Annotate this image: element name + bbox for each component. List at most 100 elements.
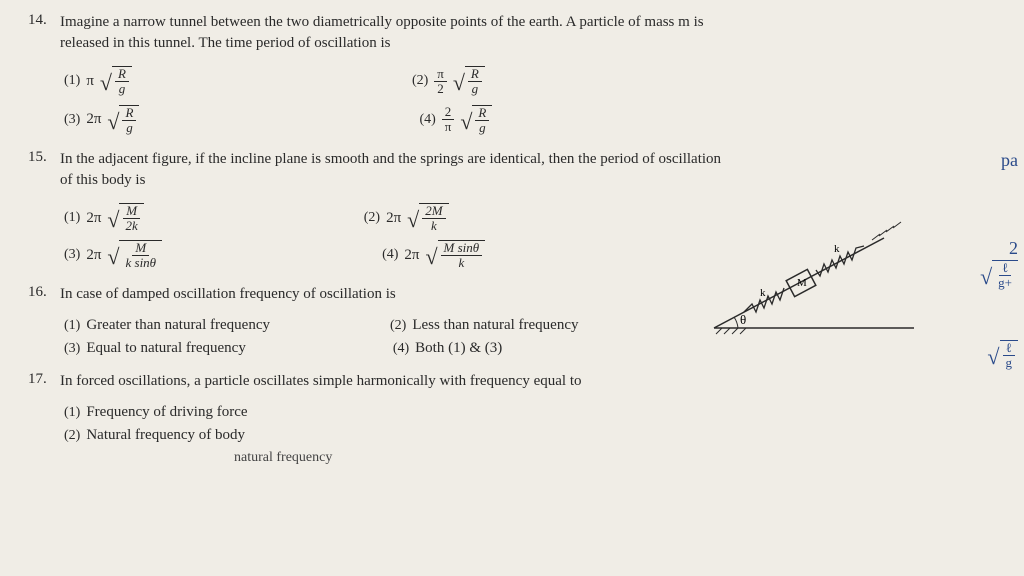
q15-o4-num: M sinθ bbox=[441, 241, 483, 256]
q17-o2-num: (2) bbox=[64, 428, 80, 444]
q14-opt1-num: (1) bbox=[64, 73, 80, 89]
margin-f2-den: g bbox=[1003, 356, 1016, 370]
q14-o4-num: R bbox=[475, 106, 489, 121]
diagram-theta-label: θ bbox=[740, 312, 746, 327]
q14-opt1-prefix: π bbox=[86, 73, 94, 90]
q16-o1-text: Greater than natural frequency bbox=[86, 317, 270, 334]
q14-o2-pden: 2 bbox=[434, 82, 447, 96]
sqrt-icon: √ Rg bbox=[100, 66, 132, 97]
q14-opt4-num: (4) bbox=[419, 112, 435, 128]
q15-text: In the adjacent figure, if the incline p… bbox=[60, 149, 984, 191]
margin-f1-num: ℓ bbox=[999, 261, 1011, 276]
sqrt-icon: √ 2Mk bbox=[407, 203, 448, 234]
q14-o2-num: R bbox=[468, 67, 482, 82]
q17-options: (1) Frequency of driving force (2) Natur… bbox=[64, 404, 984, 466]
q14-o2-pnum: π bbox=[434, 67, 447, 82]
q17-o1-text: Frequency of driving force bbox=[86, 404, 247, 421]
q14-opt4-prefix: 2π bbox=[442, 105, 455, 135]
q14-options-row1: (1) π √ Rg (2) π2 √ Rg bbox=[64, 66, 984, 97]
q15-opt4-num: (4) bbox=[382, 247, 398, 263]
q15-line2: of this body is bbox=[60, 172, 145, 188]
q14-opt3-num: (3) bbox=[64, 112, 80, 128]
q14-text: Imagine a narrow tunnel between the two … bbox=[60, 12, 984, 54]
q16-option-3: (3) Equal to natural frequency bbox=[64, 340, 246, 357]
q16-o4-num: (4) bbox=[393, 341, 409, 357]
q15-opt2-num: (2) bbox=[364, 210, 380, 226]
q15-options-row2: (3) 2π √ Mk sinθ (4) 2π √ M sinθk bbox=[64, 240, 620, 271]
q14-option-3: (3) 2π √ Rg bbox=[64, 105, 139, 136]
question-17: 17. In forced oscillations, a particle o… bbox=[60, 371, 984, 466]
q15-o1-num: M bbox=[123, 204, 140, 219]
q15-o2-num: 2M bbox=[422, 204, 445, 219]
q16-number: 16. bbox=[28, 284, 47, 301]
sqrt-icon: √ Rg bbox=[460, 105, 492, 136]
q17-option-1: (1) Frequency of driving force bbox=[64, 404, 984, 421]
q15-opt3-num: (3) bbox=[64, 247, 80, 263]
q15-o2-den: k bbox=[428, 219, 440, 233]
q17-o1-num: (1) bbox=[64, 405, 80, 421]
q14-line1: Imagine a narrow tunnel between the two … bbox=[60, 14, 704, 30]
margin-f1-den: g+ bbox=[995, 276, 1015, 290]
q15-number: 15. bbox=[28, 149, 47, 166]
q14-line2: released in this tunnel. The time period… bbox=[60, 35, 390, 51]
q15-o3-num: M bbox=[132, 241, 149, 256]
q14-o1-den: g bbox=[116, 82, 129, 96]
q15-o4-den: k bbox=[455, 256, 467, 270]
q15-o1-den: 2k bbox=[122, 219, 140, 233]
q14-opt2-prefix: π2 bbox=[434, 67, 447, 97]
q15-o3-den: k sinθ bbox=[122, 256, 159, 270]
q15-option-1: (1) 2π √ M2k bbox=[64, 203, 144, 234]
q15-option-4: (4) 2π √ M sinθk bbox=[382, 240, 485, 271]
question-14: 14. Imagine a narrow tunnel between the … bbox=[60, 12, 984, 135]
sqrt-icon: √ M2k bbox=[107, 203, 143, 234]
sqrt-icon: √ M sinθk bbox=[425, 240, 485, 271]
q15-options-row1: (1) 2π √ M2k (2) 2π √ 2Mk bbox=[64, 203, 620, 234]
margin-pa: pa bbox=[1001, 150, 1018, 171]
q14-option-4: (4) 2π √ Rg bbox=[419, 105, 492, 136]
q16-o3-num: (3) bbox=[64, 341, 80, 357]
q17-number: 17. bbox=[28, 371, 47, 388]
diagram-k2-label: k bbox=[834, 243, 840, 255]
sqrt-icon: √ Rg bbox=[453, 66, 485, 97]
sqrt-icon: √ Rg bbox=[107, 105, 139, 136]
sqrt-icon: √ Mk sinθ bbox=[107, 240, 162, 271]
q15-option-2: (2) 2π √ 2Mk bbox=[364, 203, 449, 234]
margin-f2-num: ℓ bbox=[1003, 341, 1015, 356]
q15-opt1-num: (1) bbox=[64, 210, 80, 226]
margin-sqrt2: √ ℓg bbox=[987, 340, 1018, 371]
margin-sqrt1: √ ℓg+ bbox=[980, 260, 1018, 291]
q14-opt2-num: (2) bbox=[412, 73, 428, 89]
q14-o3-den: g bbox=[123, 121, 136, 135]
q15-opt2-prefix: 2π bbox=[386, 210, 401, 227]
q15-opt3-prefix: 2π bbox=[86, 247, 101, 264]
q16-o2-num: (2) bbox=[390, 318, 406, 334]
q15-opt4-prefix: 2π bbox=[404, 247, 419, 264]
q14-o2-den: g bbox=[469, 82, 482, 96]
q14-options-row2: (3) 2π √ Rg (4) 2π √ Rg bbox=[64, 105, 984, 136]
q16-option-4: (4) Both (1) & (3) bbox=[393, 340, 502, 357]
q15-option-3: (3) 2π √ Mk sinθ bbox=[64, 240, 162, 271]
q14-option-2: (2) π2 √ Rg bbox=[412, 66, 485, 97]
q16-option-1: (1) Greater than natural frequency bbox=[64, 317, 270, 334]
q17-option-2: (2) Natural frequency of body bbox=[64, 427, 984, 444]
q14-opt3-prefix: 2π bbox=[86, 111, 101, 128]
q16-o4-text: Both (1) & (3) bbox=[415, 340, 502, 357]
q14-o3-num: R bbox=[122, 106, 136, 121]
q14-o1-num: R bbox=[115, 67, 129, 82]
q16-option-2: (2) Less than natural frequency bbox=[390, 317, 579, 334]
q14-option-1: (1) π √ Rg bbox=[64, 66, 132, 97]
q16-o2-text: Less than natural frequency bbox=[412, 317, 578, 334]
diagram-k1-label: k bbox=[760, 287, 766, 299]
q17-partial: natural frequency bbox=[234, 450, 984, 466]
incline-diagram-icon: M θ k k bbox=[704, 218, 924, 348]
q14-o4-den: g bbox=[476, 121, 489, 135]
q14-number: 14. bbox=[28, 12, 47, 29]
q16-o1-num: (1) bbox=[64, 318, 80, 334]
margin-two: 2 bbox=[1009, 238, 1018, 259]
q14-o4-pnum: 2 bbox=[442, 105, 455, 120]
diagram-m-label: M bbox=[797, 277, 807, 289]
q15-opt1-prefix: 2π bbox=[86, 210, 101, 227]
q14-o4-pden: π bbox=[442, 120, 455, 134]
q15-line1: In the adjacent figure, if the incline p… bbox=[60, 151, 721, 167]
q17-text: In forced oscillations, a particle oscil… bbox=[60, 371, 984, 392]
